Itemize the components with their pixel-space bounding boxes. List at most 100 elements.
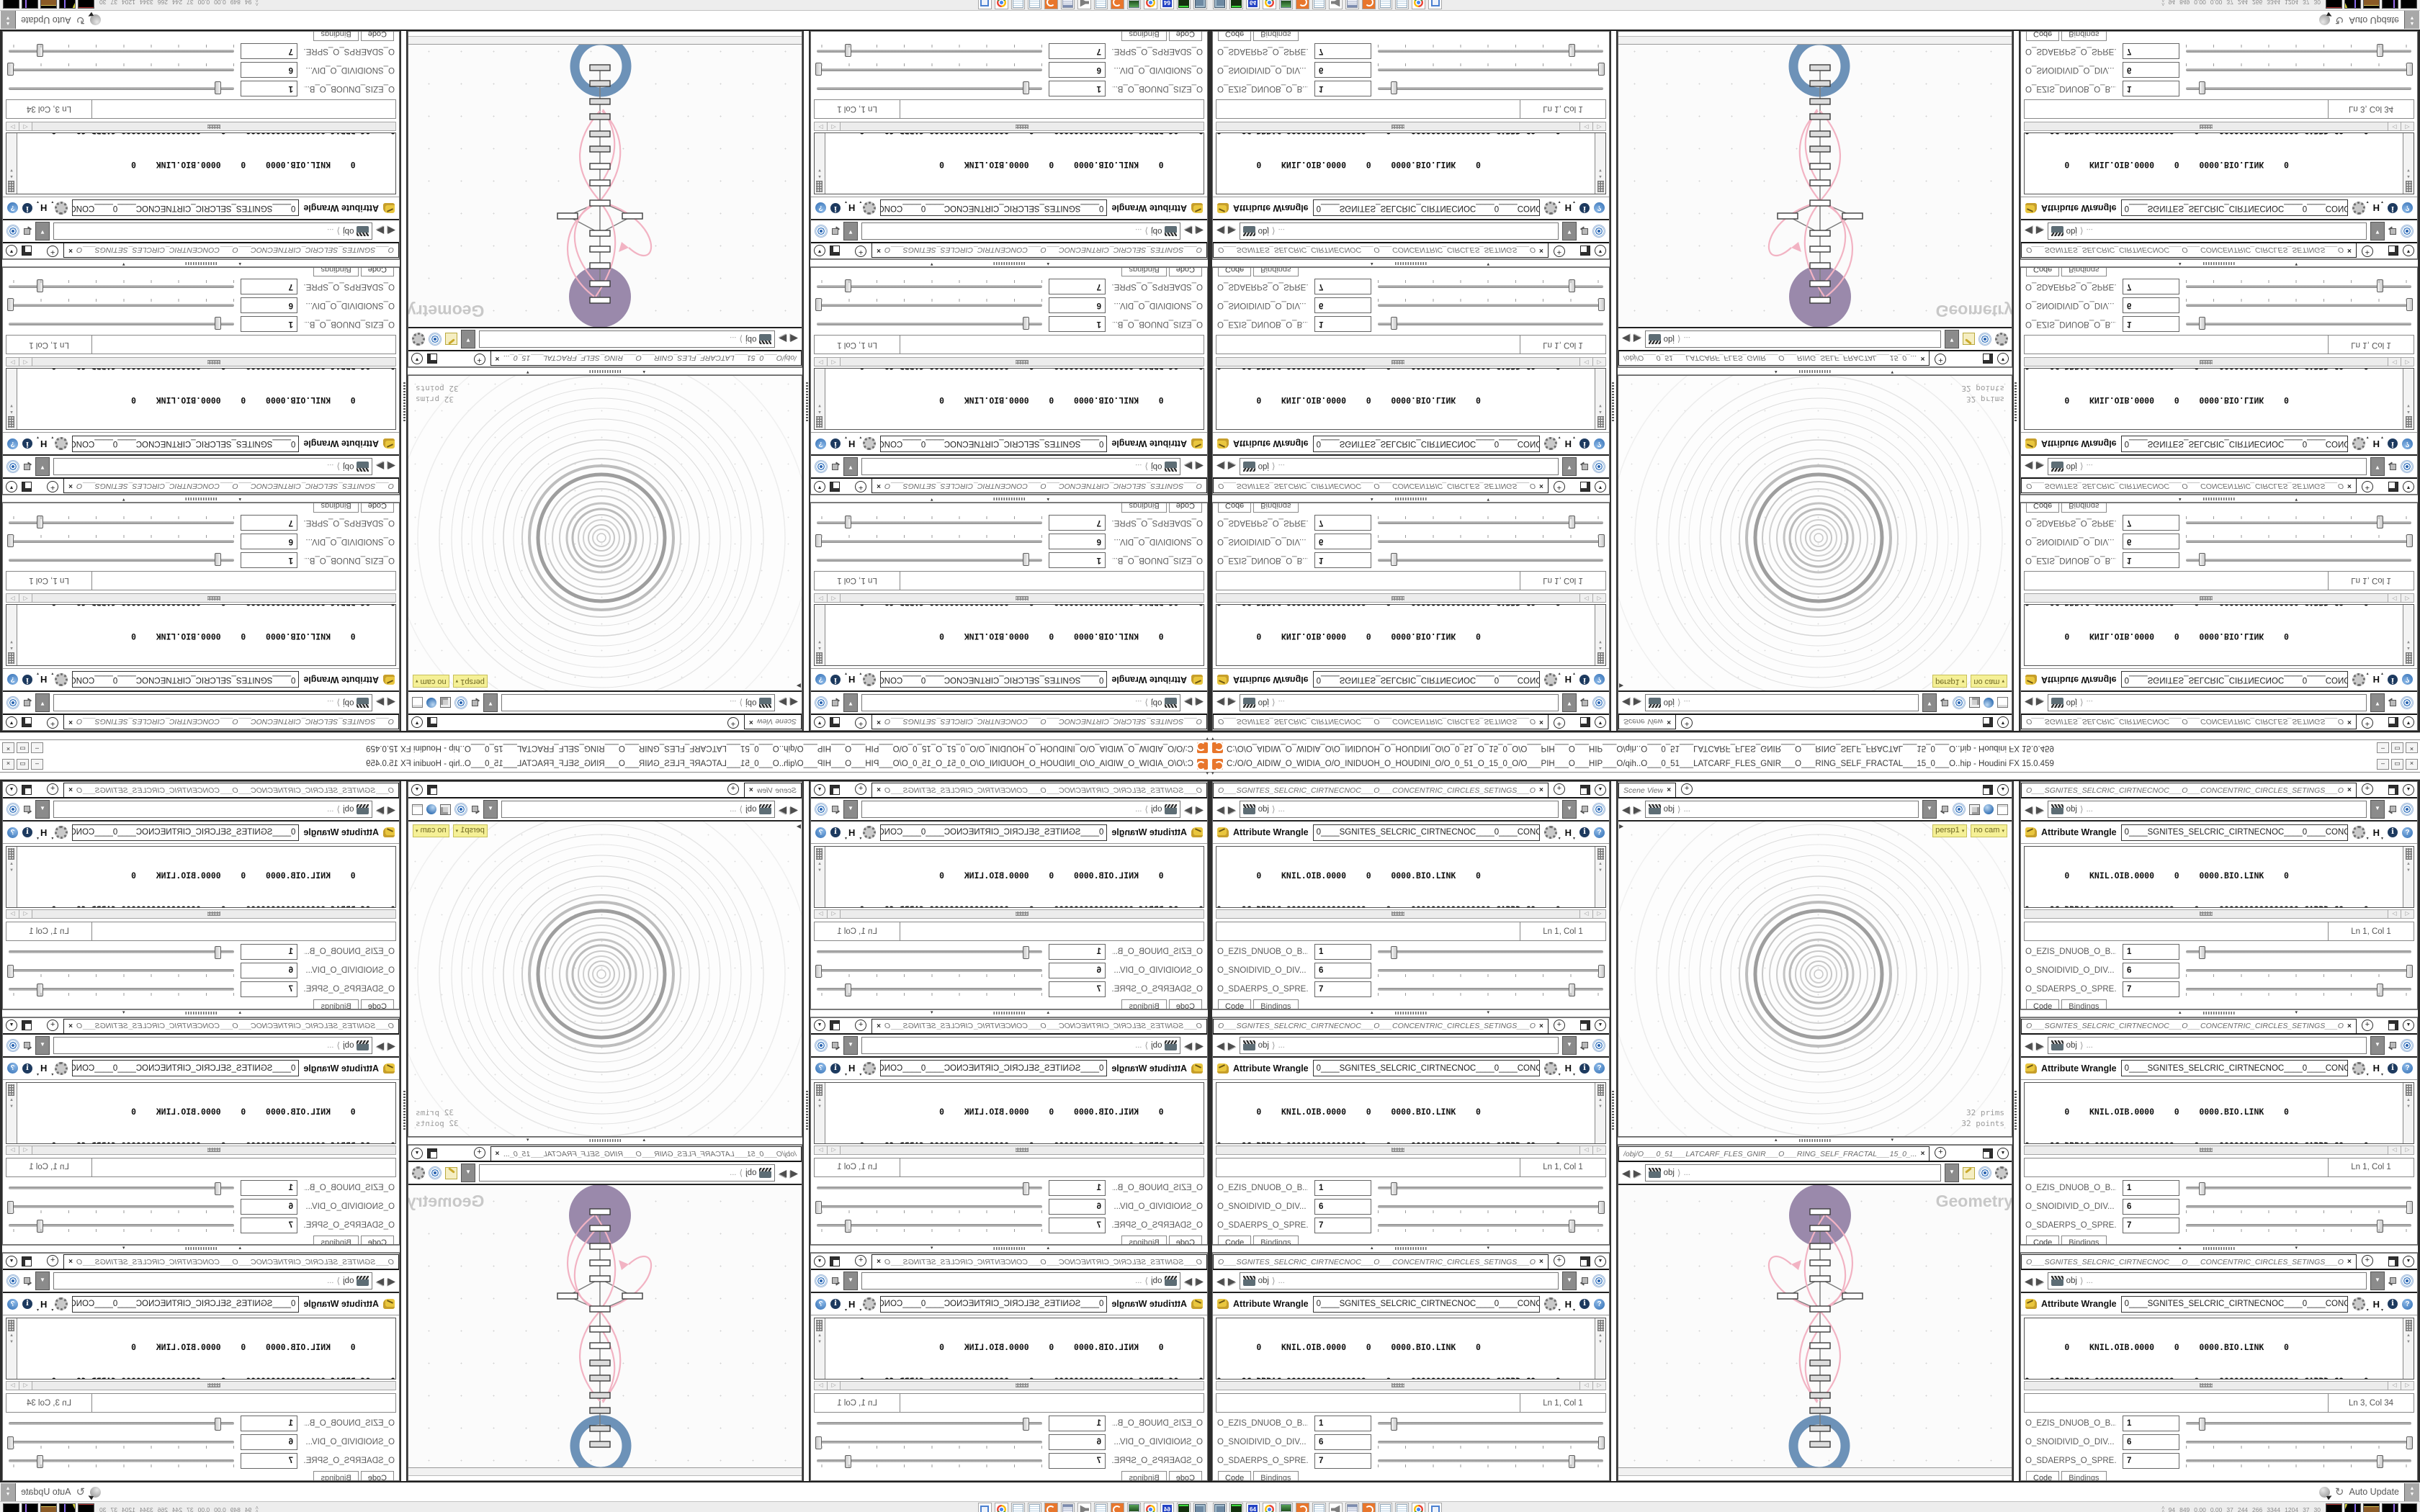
pane-menu-icon[interactable]: ▼ — [2403, 1255, 2414, 1267]
forward-icon[interactable]: ▶ — [2035, 804, 2044, 815]
info-icon[interactable]: i — [2388, 1063, 2398, 1074]
vertical-scrollbar[interactable]: ▲ ▼ — [1595, 369, 1605, 430]
close-icon[interactable]: × — [2347, 1022, 2352, 1030]
scroll-right-icon[interactable]: ▷ — [2401, 1382, 2414, 1390]
scrollbar-thumb[interactable] — [1216, 594, 1579, 602]
path-field[interactable]: obj ⟩ ... — [1239, 458, 1559, 476]
screen-frame-icon[interactable] — [978, 0, 992, 9]
horizontal-scrollbar[interactable]: ◁ ▷ — [1216, 593, 1606, 603]
path-field[interactable]: obj ⟩ ... — [53, 1036, 373, 1054]
vex-code-editor[interactable]: 0 KNIL.OIB.0000 0 0000.BIO.LINK 0 0 OC.D… — [814, 132, 1204, 194]
path-dropdown-icon[interactable]: ▼ — [2370, 1272, 2385, 1291]
houdini-help-menu[interactable]: H — [40, 1298, 48, 1310]
close-icon[interactable]: × — [877, 1022, 882, 1030]
radial-menu-icon[interactable] — [6, 460, 19, 474]
restore-button[interactable]: ▭ — [2391, 742, 2403, 754]
pane-menu-icon[interactable]: ▼ — [814, 480, 825, 492]
param-value-field[interactable]: 1 — [2123, 1416, 2179, 1432]
param-slider[interactable] — [817, 317, 1042, 331]
forward-icon[interactable]: ▶ — [376, 697, 385, 708]
slider-handle[interactable] — [1023, 1182, 1030, 1195]
forward-icon[interactable]: ▶ — [376, 1275, 385, 1287]
tab-bindings[interactable]: Bindings — [2061, 266, 2107, 277]
node-name-field[interactable]: 0____SGNITES_SELCRIC_CIRTNECNOC____0____… — [72, 1295, 300, 1313]
slider-handle[interactable] — [2198, 317, 2205, 330]
radial-menu-icon[interactable] — [815, 460, 828, 474]
scroll-up-icon[interactable]: ▲ — [1598, 646, 1603, 650]
back-icon[interactable]: ◀ — [1196, 1275, 1204, 1287]
snippet-input[interactable] — [92, 1158, 395, 1176]
houdini-help-menu[interactable]: H — [2372, 438, 2380, 449]
vex-code-editor[interactable]: 0 KNIL.OIB.0000 0 0000.BIO.LINK 0 0 OC.D… — [1216, 1318, 1606, 1380]
path-dropdown-icon[interactable]: ▼ — [843, 457, 858, 477]
slider-handle[interactable] — [2377, 43, 2384, 57]
close-icon[interactable]: × — [1538, 786, 1543, 794]
tab-wrangle-node[interactable]: O___SGNITES_SELCRIC_CIRTNECNOC___O___CON… — [871, 479, 1207, 494]
breadcrumb-more[interactable]: ... — [1135, 805, 1142, 814]
slider-handle[interactable] — [815, 62, 823, 76]
param-value-field[interactable]: 1 — [1049, 80, 1106, 96]
tab-code[interactable]: Code — [1218, 266, 1252, 277]
scrollbar-grip[interactable] — [816, 848, 823, 860]
pane-splitter-horizontal[interactable] — [810, 1009, 1208, 1017]
node-name-field[interactable]: 0____SGNITES_SELCRIC_CIRTNECNOC____0____… — [72, 671, 300, 688]
param-slider[interactable] — [9, 516, 234, 530]
breadcrumb-more[interactable]: ... — [730, 805, 737, 814]
wrangle-node-icon[interactable] — [1217, 1063, 1229, 1074]
scrollbar-thumb[interactable] — [841, 1382, 1204, 1390]
new-tab-icon[interactable]: + — [2361, 1255, 2373, 1267]
tab-scene-view[interactable]: Scene View × — [743, 783, 802, 797]
breadcrumb-root[interactable]: obj — [1151, 805, 1162, 814]
param-value-field[interactable]: 7 — [1049, 515, 1106, 531]
help-icon[interactable]: ? — [815, 1298, 826, 1310]
pane-menu-icon[interactable]: ▼ — [814, 1255, 825, 1267]
scrollbar-grip[interactable] — [8, 180, 15, 192]
scroll-left-icon[interactable]: ◁ — [828, 594, 841, 602]
param-value-field[interactable]: 6 — [241, 963, 297, 978]
param-value-field[interactable]: 1 — [1049, 1416, 1106, 1432]
pane-splitter-horizontal[interactable] — [2, 258, 400, 267]
chrome-icon[interactable] — [1144, 1503, 1157, 1512]
network-graph-canvas[interactable]: Geometry — [408, 45, 802, 327]
pane-maximize-icon[interactable] — [830, 784, 840, 795]
gear-icon[interactable] — [863, 437, 877, 451]
houdini-icon[interactable] — [1044, 1503, 1058, 1512]
pin-icon[interactable] — [2388, 805, 2397, 814]
vertical-scrollbar[interactable]: ▲ ▼ — [1595, 132, 1605, 194]
forward-icon[interactable]: ▶ — [376, 461, 385, 473]
houdini-help-menu[interactable]: H — [848, 1063, 856, 1074]
close-button[interactable]: × — [2, 758, 14, 770]
vex-code-editor[interactable]: 0 KNIL.OIB.0000 0 0000.BIO.LINK 0 0 OC.D… — [2024, 846, 2414, 908]
pin-icon[interactable] — [1580, 227, 1589, 235]
tab-wrangle-node[interactable]: O___SGNITES_SELCRIC_CIRTNECNOC___O___CON… — [2021, 715, 2357, 729]
notepad-icon[interactable] — [1312, 1503, 1326, 1512]
close-icon[interactable]: × — [748, 718, 753, 726]
card-reader-icon[interactable] — [1177, 0, 1191, 9]
param-value-field[interactable]: 1 — [1049, 552, 1106, 568]
pane-menu-icon[interactable]: ▼ — [2403, 783, 2414, 796]
houdini-icon[interactable] — [1044, 0, 1058, 9]
vertical-scrollbar[interactable]: ▲ ▼ — [6, 847, 17, 907]
pane-splitter-horizontal[interactable] — [1212, 1245, 1610, 1254]
pane-menu-icon[interactable]: ▼ — [814, 245, 825, 257]
network-graph-canvas[interactable]: Geometry — [1618, 1185, 2012, 1467]
pane-maximize-icon[interactable] — [2388, 784, 2398, 795]
wrangle-node-icon[interactable] — [1217, 202, 1229, 213]
horizontal-scrollbar[interactable]: ◁ ▷ — [1216, 909, 1606, 919]
param-slider[interactable] — [2186, 1200, 2413, 1214]
path-dropdown-icon[interactable]: ▼ — [2370, 221, 2385, 240]
houdini-help-menu[interactable]: H — [848, 438, 856, 449]
breadcrumb-root[interactable]: obj — [2066, 698, 2077, 707]
horizontal-scrollbar[interactable]: ◁ ▷ — [814, 357, 1204, 367]
slider-handle[interactable] — [1390, 946, 1397, 959]
back-icon[interactable]: ◀ — [387, 1039, 395, 1051]
pane-splitter-horizontal[interactable] — [2, 1009, 400, 1017]
forward-icon[interactable]: ▶ — [779, 1167, 787, 1179]
pin-icon[interactable] — [2388, 698, 2397, 707]
info-icon[interactable]: i — [1579, 827, 1590, 837]
info-icon[interactable]: i — [22, 438, 32, 449]
node-name-field[interactable]: 0____SGNITES_SELCRIC_CIRTNECNOC____0____… — [1312, 435, 1540, 452]
param-slider[interactable] — [7, 963, 234, 978]
slider-handle[interactable] — [1023, 81, 1030, 94]
path-field[interactable]: obj ⟩ ... — [861, 694, 1181, 711]
